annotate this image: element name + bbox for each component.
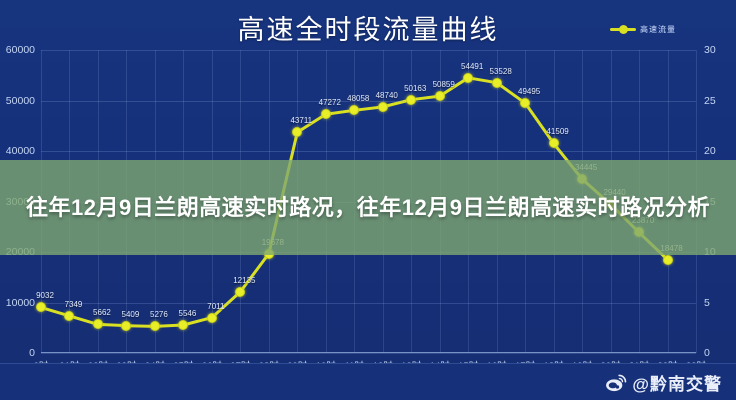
y-axis-tick-left: 40000 bbox=[5, 145, 35, 157]
y-axis-tick-right: 5 bbox=[704, 296, 710, 309]
footer-bar: @黔南交警 bbox=[0, 363, 736, 400]
data-point[interactable] bbox=[548, 138, 559, 149]
y-axis-tick-left: 10000 bbox=[5, 296, 35, 309]
data-point-label: 5409 bbox=[121, 309, 140, 319]
data-point[interactable] bbox=[406, 94, 417, 105]
data-point-label: 53528 bbox=[489, 66, 512, 76]
legend-item-label: 高速流量 bbox=[640, 25, 676, 34]
y-axis-tick-right: 30 bbox=[704, 44, 716, 56]
grid-line-horizontal bbox=[41, 50, 696, 51]
grid-line-horizontal bbox=[41, 302, 696, 304]
y-axis-tick-left: 60000 bbox=[5, 44, 35, 56]
data-point[interactable] bbox=[463, 72, 474, 83]
legend-marker-icon bbox=[610, 25, 636, 34]
data-point[interactable] bbox=[92, 319, 103, 330]
data-point-label: 50163 bbox=[404, 83, 427, 93]
y-axis-tick-right: 20 bbox=[704, 145, 716, 157]
data-point-label: 5276 bbox=[150, 310, 168, 320]
grid-line-horizontal bbox=[41, 151, 696, 152]
data-point-label: 9032 bbox=[36, 291, 54, 301]
grid-line-horizontal bbox=[41, 353, 696, 354]
data-point-label: 7349 bbox=[64, 299, 83, 309]
data-point-label: 7011 bbox=[207, 301, 225, 311]
data-point-label: 12135 bbox=[233, 275, 256, 285]
data-point-label: 47272 bbox=[318, 98, 341, 108]
data-point[interactable] bbox=[377, 101, 388, 112]
data-point-label: 50859 bbox=[432, 80, 455, 90]
data-point[interactable] bbox=[178, 319, 189, 330]
grid-line-horizontal bbox=[41, 100, 696, 102]
data-point-label: 54491 bbox=[461, 61, 484, 71]
overlay-title: 往年12月9日兰朗高速实时路况，往年12月9日兰朗高速实时路况分析 bbox=[26, 194, 710, 220]
data-point-label: 48740 bbox=[375, 90, 398, 100]
data-point[interactable] bbox=[320, 109, 331, 120]
data-point-label: 5662 bbox=[93, 308, 111, 318]
page-title: 高速全时段流量曲线 bbox=[237, 15, 499, 45]
y-axis-tick-right: 25 bbox=[704, 94, 716, 107]
weibo-icon bbox=[606, 374, 627, 391]
data-point[interactable] bbox=[520, 98, 531, 109]
data-point[interactable] bbox=[434, 91, 445, 102]
y-axis-tick-left: 50000 bbox=[5, 94, 35, 107]
data-point[interactable] bbox=[149, 321, 160, 332]
data-point-label: 41509 bbox=[546, 127, 569, 137]
data-point-label: 43711 bbox=[290, 116, 313, 126]
data-point-label: 49495 bbox=[518, 87, 541, 97]
watermark: @黔南交警 bbox=[605, 370, 722, 395]
data-point[interactable] bbox=[64, 310, 75, 321]
chart-legend: 高速流量 bbox=[610, 24, 676, 35]
data-point[interactable] bbox=[121, 320, 132, 331]
data-point[interactable] bbox=[662, 254, 673, 265]
data-point[interactable] bbox=[206, 312, 217, 323]
data-point[interactable] bbox=[292, 127, 303, 138]
data-point[interactable] bbox=[349, 105, 360, 116]
data-point-label: 5546 bbox=[178, 308, 197, 318]
data-point-label: 48058 bbox=[347, 94, 370, 104]
y-axis-tick-right: 0 bbox=[704, 347, 710, 359]
data-point[interactable] bbox=[491, 77, 502, 88]
y-axis-tick-left: 0 bbox=[29, 347, 35, 359]
overlay-banner: 往年12月9日兰朗高速实时路况，往年12月9日兰朗高速实时路况分析 bbox=[0, 160, 736, 255]
data-point[interactable] bbox=[36, 302, 46, 313]
x-axis-line bbox=[41, 352, 696, 353]
data-point[interactable] bbox=[235, 286, 246, 297]
watermark-handle: @黔南交警 bbox=[632, 375, 722, 394]
